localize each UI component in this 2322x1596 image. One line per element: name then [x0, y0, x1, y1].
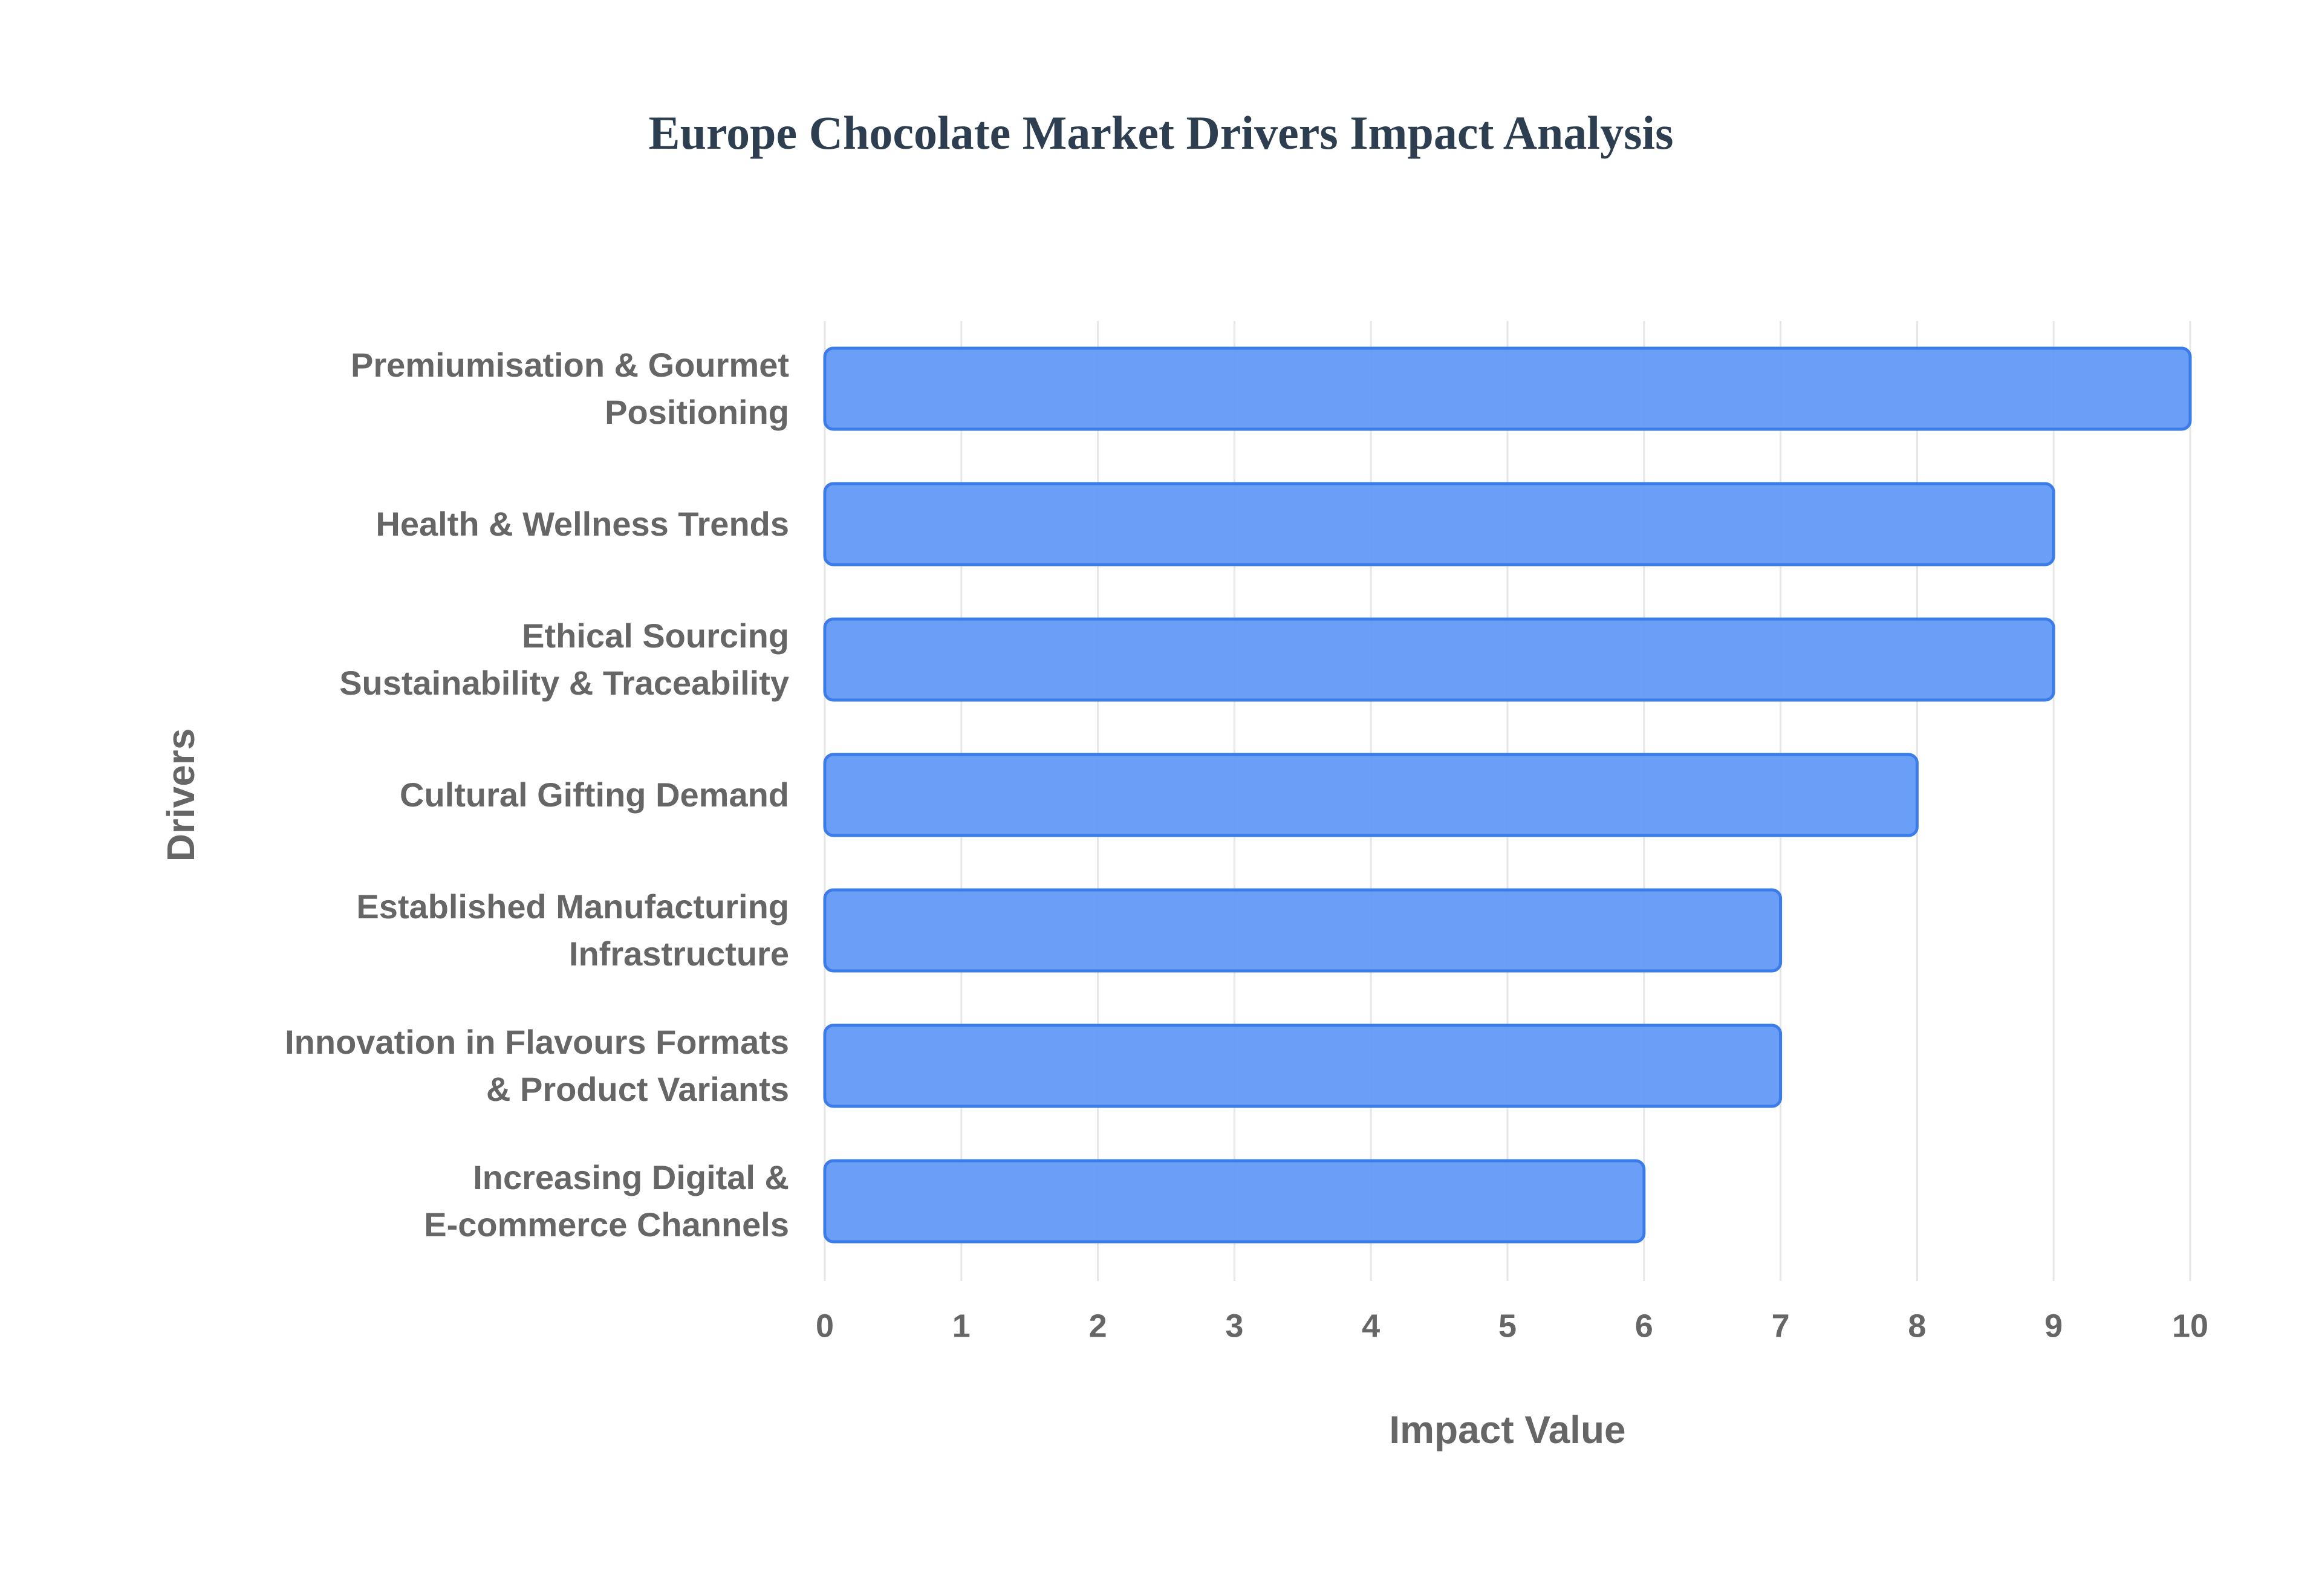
x-tick-label: 9: [2044, 1308, 2063, 1344]
x-tick-label: 10: [2172, 1308, 2208, 1344]
y-tick-label: Increasing Digital & E-commerce Channels: [424, 1158, 789, 1244]
x-tick-label: 1: [952, 1308, 971, 1344]
y-tick-label: Innovation in Flavours Formats & Product…: [285, 1023, 789, 1108]
x-tick-label: 7: [1772, 1308, 1790, 1344]
bar: [823, 482, 2055, 566]
x-tick-label: 6: [1635, 1308, 1653, 1344]
chart-title: Europe Chocolate Market Drivers Impact A…: [649, 106, 1674, 159]
bar: [823, 888, 1783, 973]
bar: [823, 617, 2055, 702]
x-tick-label: 0: [816, 1308, 834, 1344]
x-tick-label: 3: [1225, 1308, 1243, 1344]
bar: [823, 346, 2192, 431]
y-tick-label: Health & Wellness Trends: [376, 505, 789, 543]
x-tick-label: 2: [1089, 1308, 1107, 1344]
x-axis-title: Impact Value: [1389, 1408, 1625, 1452]
bar: [823, 1023, 1783, 1108]
bar: [823, 753, 1919, 837]
y-tick-label: Established Manufacturing Infrastructure: [356, 887, 789, 973]
bar: [823, 1159, 1646, 1244]
y-tick-label: Ethical Sourcing Sustainability & Tracea…: [339, 617, 789, 702]
y-tick-label: Cultural Gifting Demand: [400, 776, 789, 814]
y-tick-label: Premiumisation & Gourmet Positioning: [350, 346, 789, 431]
x-tick-label: 5: [1498, 1308, 1517, 1344]
x-tick-label: 4: [1362, 1308, 1380, 1344]
y-axis-title: Drivers: [159, 728, 203, 862]
x-tick-label: 8: [1908, 1308, 1926, 1344]
